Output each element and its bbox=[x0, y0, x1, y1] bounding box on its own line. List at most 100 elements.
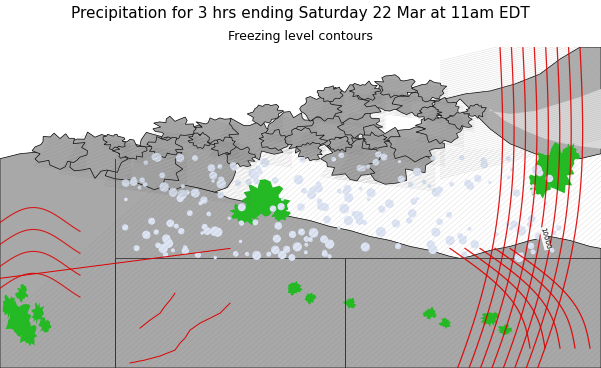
Circle shape bbox=[461, 251, 468, 258]
Polygon shape bbox=[5, 299, 31, 337]
Circle shape bbox=[427, 184, 432, 188]
Circle shape bbox=[375, 151, 382, 158]
Circle shape bbox=[353, 211, 364, 221]
Circle shape bbox=[260, 158, 269, 167]
Circle shape bbox=[239, 220, 244, 226]
Polygon shape bbox=[374, 75, 417, 98]
Polygon shape bbox=[561, 143, 580, 167]
Bar bbox=[115, 258, 345, 368]
Circle shape bbox=[195, 252, 201, 258]
Circle shape bbox=[513, 189, 520, 197]
Circle shape bbox=[457, 233, 463, 239]
Circle shape bbox=[178, 228, 185, 234]
Polygon shape bbox=[32, 133, 88, 169]
Circle shape bbox=[323, 216, 331, 223]
Polygon shape bbox=[227, 147, 255, 167]
Circle shape bbox=[471, 240, 479, 248]
Circle shape bbox=[531, 190, 536, 194]
Polygon shape bbox=[207, 118, 291, 160]
Circle shape bbox=[322, 250, 327, 254]
Circle shape bbox=[466, 182, 474, 190]
Circle shape bbox=[139, 177, 145, 183]
Circle shape bbox=[331, 157, 336, 162]
Polygon shape bbox=[357, 86, 412, 111]
Circle shape bbox=[288, 254, 295, 261]
Circle shape bbox=[535, 233, 542, 240]
Polygon shape bbox=[241, 179, 291, 220]
Circle shape bbox=[293, 242, 302, 251]
Polygon shape bbox=[0, 151, 601, 368]
Circle shape bbox=[446, 212, 452, 218]
Polygon shape bbox=[271, 205, 291, 222]
Circle shape bbox=[183, 245, 188, 250]
Polygon shape bbox=[417, 106, 442, 121]
Circle shape bbox=[316, 181, 321, 187]
Circle shape bbox=[398, 160, 401, 163]
Circle shape bbox=[159, 182, 169, 192]
Circle shape bbox=[163, 252, 168, 257]
Polygon shape bbox=[388, 127, 445, 162]
Polygon shape bbox=[304, 293, 316, 304]
Polygon shape bbox=[211, 137, 238, 156]
Polygon shape bbox=[31, 302, 44, 325]
Circle shape bbox=[527, 222, 532, 227]
Circle shape bbox=[367, 188, 376, 197]
Circle shape bbox=[252, 220, 258, 226]
Circle shape bbox=[549, 248, 554, 252]
Circle shape bbox=[200, 197, 207, 204]
Circle shape bbox=[481, 158, 487, 164]
Circle shape bbox=[307, 190, 316, 199]
Circle shape bbox=[510, 220, 518, 228]
Circle shape bbox=[254, 178, 260, 184]
Circle shape bbox=[230, 162, 236, 169]
Circle shape bbox=[415, 197, 419, 200]
Circle shape bbox=[122, 179, 130, 187]
Circle shape bbox=[166, 219, 174, 227]
Polygon shape bbox=[59, 132, 128, 178]
Polygon shape bbox=[300, 96, 343, 121]
Circle shape bbox=[233, 251, 239, 256]
Circle shape bbox=[322, 251, 328, 257]
Circle shape bbox=[210, 226, 219, 236]
Circle shape bbox=[182, 247, 189, 255]
Circle shape bbox=[410, 198, 417, 205]
Circle shape bbox=[304, 236, 310, 242]
Circle shape bbox=[356, 165, 363, 171]
Circle shape bbox=[338, 152, 344, 158]
Circle shape bbox=[509, 226, 513, 230]
Circle shape bbox=[449, 241, 453, 245]
Circle shape bbox=[310, 187, 316, 194]
Circle shape bbox=[153, 229, 159, 235]
Circle shape bbox=[122, 224, 129, 231]
Circle shape bbox=[278, 203, 285, 210]
Circle shape bbox=[528, 215, 535, 223]
Circle shape bbox=[392, 219, 400, 228]
Polygon shape bbox=[2, 294, 19, 319]
Circle shape bbox=[138, 186, 141, 190]
Circle shape bbox=[340, 204, 349, 213]
Polygon shape bbox=[230, 204, 260, 225]
Polygon shape bbox=[439, 318, 451, 329]
Circle shape bbox=[301, 188, 307, 194]
Circle shape bbox=[239, 240, 242, 243]
Circle shape bbox=[185, 190, 190, 195]
Polygon shape bbox=[247, 105, 284, 126]
Circle shape bbox=[275, 222, 282, 230]
Circle shape bbox=[218, 192, 224, 198]
Circle shape bbox=[209, 171, 217, 180]
Circle shape bbox=[218, 177, 224, 183]
Circle shape bbox=[472, 244, 476, 248]
Circle shape bbox=[464, 180, 472, 187]
Circle shape bbox=[212, 179, 215, 183]
Circle shape bbox=[352, 211, 358, 217]
Polygon shape bbox=[329, 136, 352, 152]
Circle shape bbox=[163, 238, 173, 248]
Circle shape bbox=[432, 188, 441, 197]
Circle shape bbox=[528, 243, 534, 249]
Circle shape bbox=[361, 243, 370, 252]
Circle shape bbox=[278, 253, 281, 256]
Circle shape bbox=[191, 189, 200, 198]
Circle shape bbox=[178, 190, 187, 199]
Polygon shape bbox=[15, 284, 28, 302]
Circle shape bbox=[373, 159, 379, 166]
